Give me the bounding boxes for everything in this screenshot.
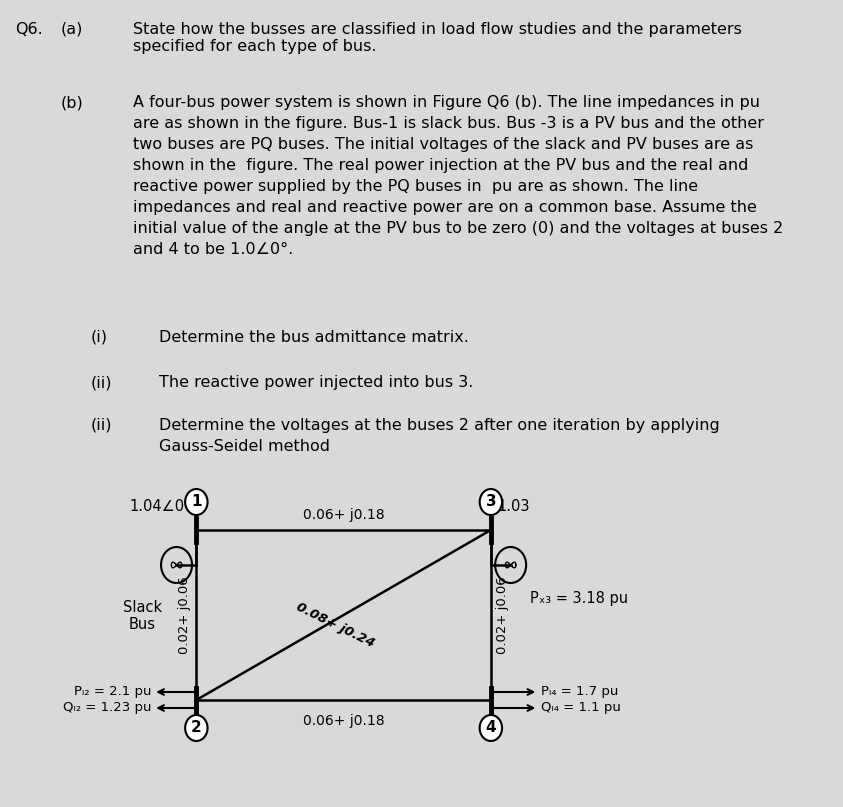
Text: 1.04∠0°: 1.04∠0° <box>130 499 192 514</box>
Circle shape <box>480 489 502 515</box>
Text: 1: 1 <box>191 495 201 509</box>
Text: (ii): (ii) <box>90 418 112 433</box>
Text: 0.08+ j0.24: 0.08+ j0.24 <box>293 600 376 650</box>
Text: Determine the bus admittance matrix.: Determine the bus admittance matrix. <box>159 330 470 345</box>
Text: Determine the voltages at the buses 2 after one iteration by applying
Gauss-Seid: Determine the voltages at the buses 2 af… <box>159 418 720 454</box>
Text: 1.03: 1.03 <box>497 499 530 514</box>
Text: Pₗ₂ = 2.1 pu: Pₗ₂ = 2.1 pu <box>74 685 152 699</box>
Text: 2: 2 <box>191 721 201 735</box>
Text: 0.06+ j0.18: 0.06+ j0.18 <box>303 508 384 522</box>
Text: (b): (b) <box>61 95 83 110</box>
Text: 0.06+ j0.18: 0.06+ j0.18 <box>303 714 384 728</box>
Text: Qₗ₄ = 1.1 pu: Qₗ₄ = 1.1 pu <box>541 701 620 714</box>
Text: (a): (a) <box>61 22 83 37</box>
Circle shape <box>185 489 207 515</box>
Text: Pₗ₄ = 1.7 pu: Pₗ₄ = 1.7 pu <box>541 685 618 699</box>
Text: (i): (i) <box>90 330 107 345</box>
Text: State how the busses are classified in load flow studies and the parameters
spec: State how the busses are classified in l… <box>133 22 743 54</box>
Text: (ii): (ii) <box>90 375 112 390</box>
Circle shape <box>185 715 207 741</box>
Circle shape <box>480 715 502 741</box>
Text: Qₗ₂ = 1.23 pu: Qₗ₂ = 1.23 pu <box>63 701 152 714</box>
Text: 0.02+ j0.06: 0.02+ j0.06 <box>497 576 509 654</box>
Text: Slack
Bus: Slack Bus <box>122 600 162 633</box>
Text: 3: 3 <box>486 495 497 509</box>
Text: Pₓ₃ = 3.18 pu: Pₓ₃ = 3.18 pu <box>530 591 629 605</box>
Text: The reactive power injected into bus 3.: The reactive power injected into bus 3. <box>159 375 474 390</box>
Text: A four-bus power system is shown in Figure Q6 (b). The line impedances in pu
are: A four-bus power system is shown in Figu… <box>133 95 784 257</box>
Text: 4: 4 <box>486 721 497 735</box>
Text: 0.02+ j0.06: 0.02+ j0.06 <box>178 576 191 654</box>
Text: Q6.: Q6. <box>15 22 43 37</box>
